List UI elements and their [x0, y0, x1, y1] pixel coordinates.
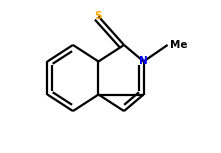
Text: N: N [139, 56, 148, 66]
Text: Me: Me [170, 40, 187, 50]
Text: S: S [95, 11, 102, 21]
